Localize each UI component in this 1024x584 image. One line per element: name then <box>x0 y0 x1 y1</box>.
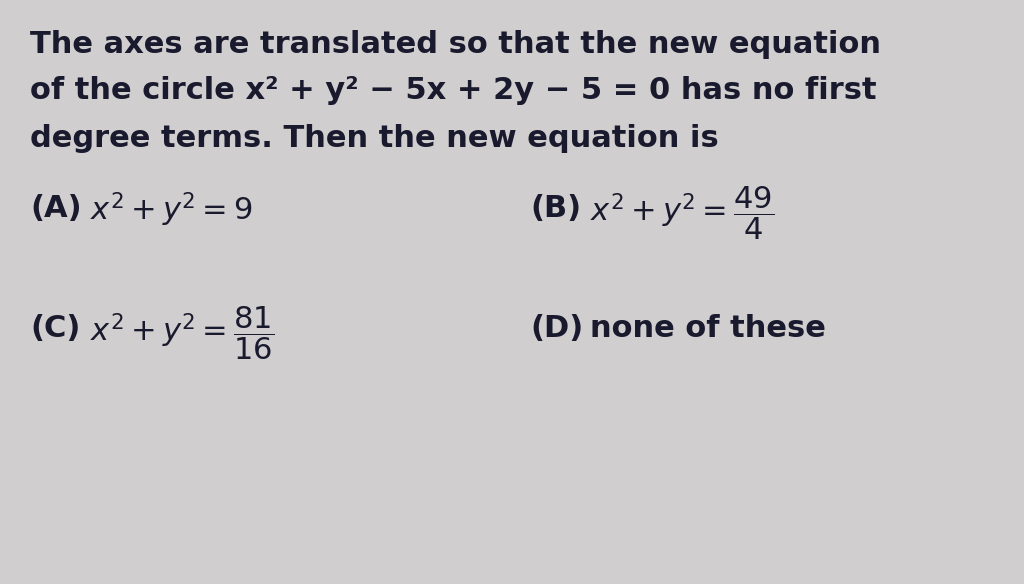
Text: (A): (A) <box>30 194 82 223</box>
Text: of the circle x² + y² − 5x + 2y − 5 = 0 has no first: of the circle x² + y² − 5x + 2y − 5 = 0 … <box>30 76 877 105</box>
Text: $x^2 + y^2 = \dfrac{81}{16}$: $x^2 + y^2 = \dfrac{81}{16}$ <box>90 304 274 361</box>
Text: (C): (C) <box>30 314 80 343</box>
Text: degree terms. Then the new equation is: degree terms. Then the new equation is <box>30 124 719 153</box>
Text: The axes are translated so that the new equation: The axes are translated so that the new … <box>30 30 881 59</box>
Text: (B): (B) <box>530 194 582 223</box>
Text: $x^2 + y^2 = \dfrac{49}{4}$: $x^2 + y^2 = \dfrac{49}{4}$ <box>590 184 774 242</box>
Text: (D): (D) <box>530 314 584 343</box>
Text: $x^2 + y^2 = 9$: $x^2 + y^2 = 9$ <box>90 191 253 230</box>
Text: none of these: none of these <box>590 314 826 343</box>
